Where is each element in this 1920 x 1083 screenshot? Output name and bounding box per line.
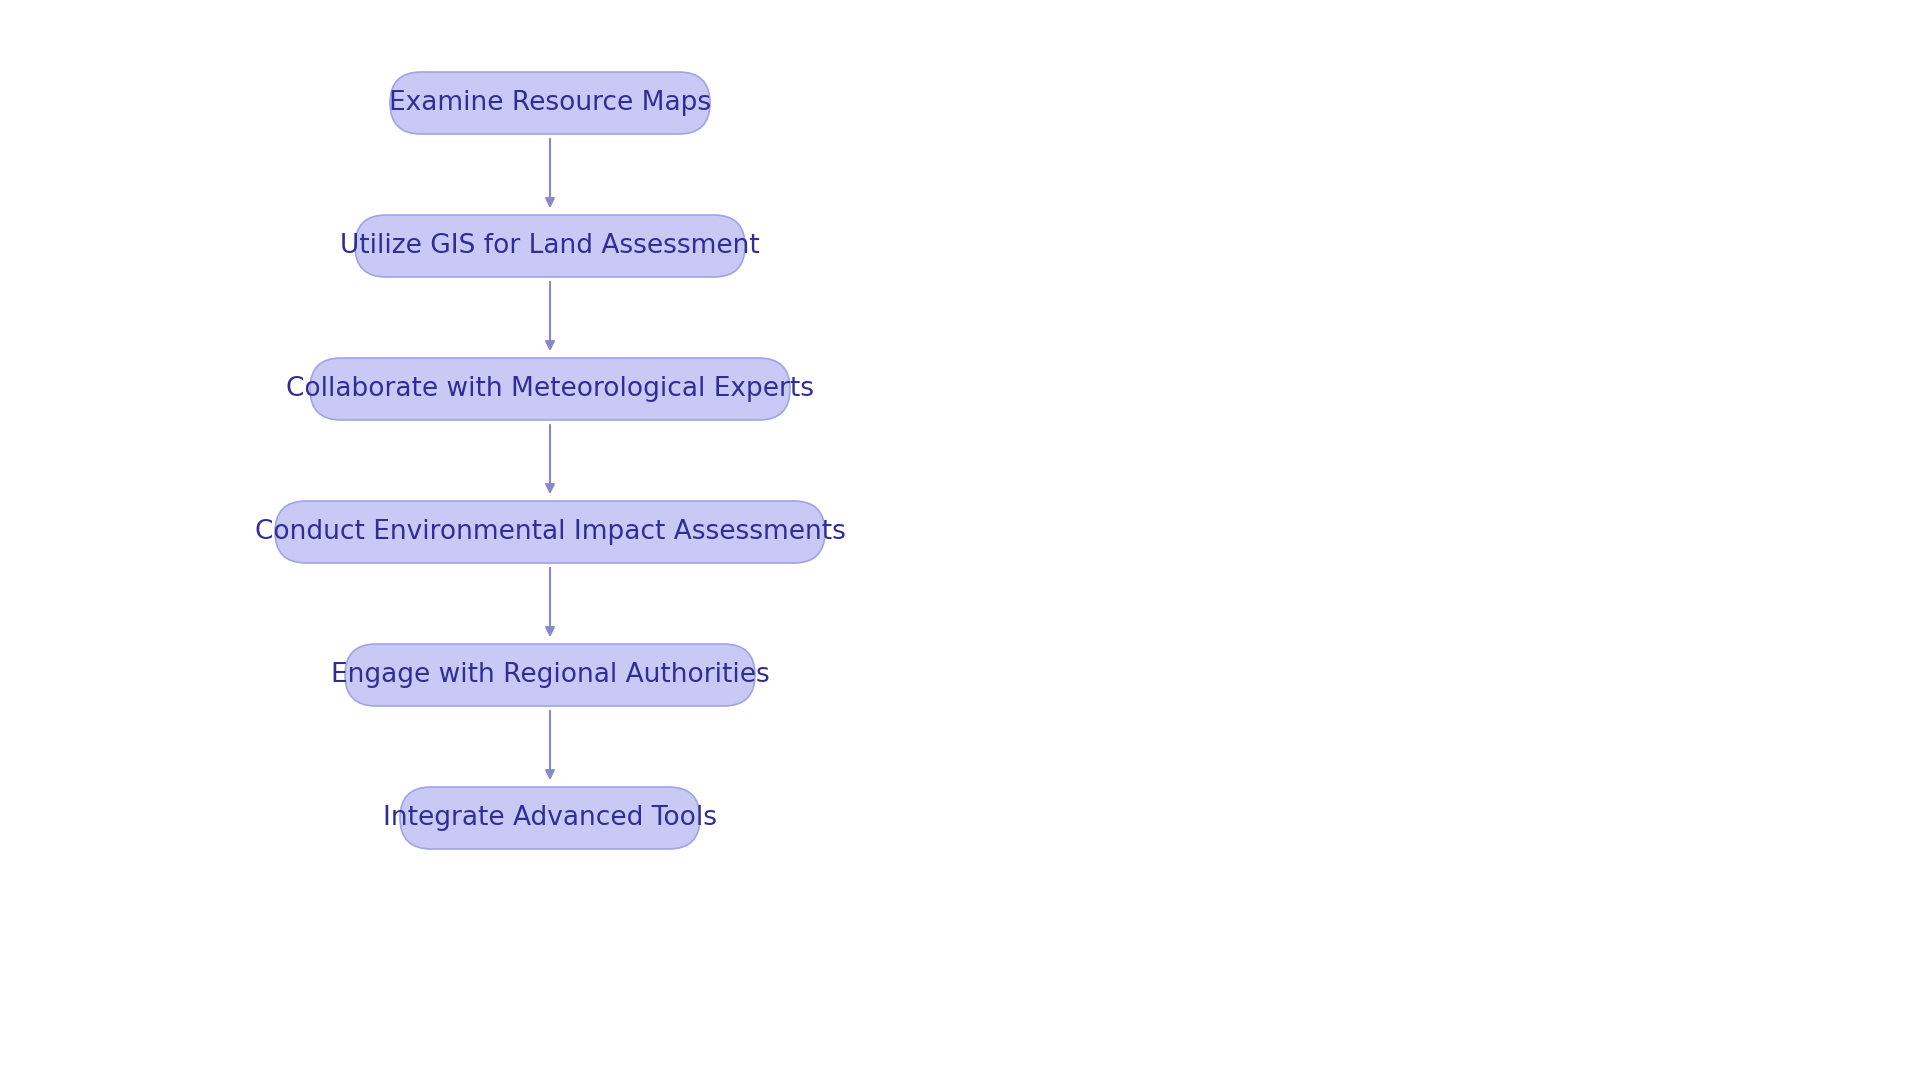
Text: Engage with Regional Authorities: Engage with Regional Authorities [330, 662, 770, 688]
Text: Utilize GIS for Land Assessment: Utilize GIS for Land Assessment [340, 233, 760, 259]
Text: Integrate Advanced Tools: Integrate Advanced Tools [382, 805, 716, 831]
FancyBboxPatch shape [390, 71, 710, 134]
FancyBboxPatch shape [355, 216, 745, 277]
FancyBboxPatch shape [346, 644, 755, 706]
FancyBboxPatch shape [309, 358, 789, 420]
Text: Conduct Environmental Impact Assessments: Conduct Environmental Impact Assessments [255, 519, 845, 545]
FancyBboxPatch shape [275, 501, 826, 563]
Text: Collaborate with Meteorological Experts: Collaborate with Meteorological Experts [286, 376, 814, 402]
Text: Examine Resource Maps: Examine Resource Maps [390, 90, 710, 116]
FancyBboxPatch shape [399, 787, 701, 849]
